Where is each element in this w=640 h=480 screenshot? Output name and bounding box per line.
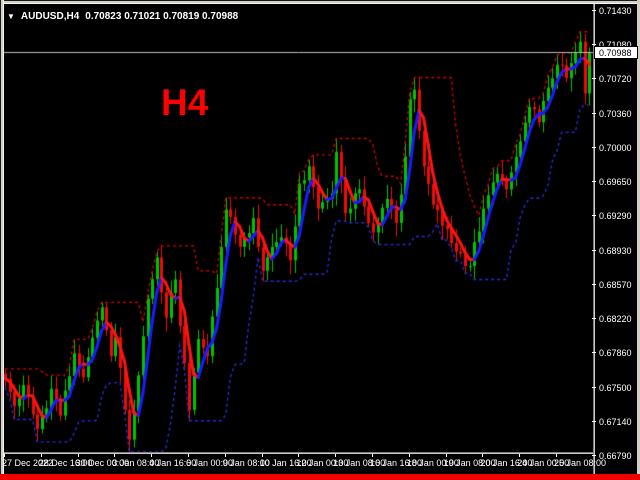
price-axis-label: 0.69650 — [592, 177, 637, 187]
price-axis-label: 0.68930 — [592, 246, 637, 256]
time-axis-label: 3 Jan 08:00 — [112, 454, 159, 468]
time-axis-label: 19 Jan 08:00 — [444, 454, 496, 468]
price-axis-label: 0.67140 — [592, 417, 637, 427]
price-axis-label: 0.66790 — [592, 451, 637, 461]
price-axis-label: 0.67860 — [592, 348, 637, 358]
time-axis-label: 28 Dec 16:00 — [39, 454, 92, 468]
price-axis-label: 0.67500 — [592, 383, 637, 393]
time-axis-label: 16 Jan 16:00 — [370, 454, 422, 468]
window-border-right — [637, 0, 640, 474]
symbol-dropdown-icon[interactable]: ▼ — [7, 12, 15, 21]
chart-title: ▼ AUDUSD,H4 0.70823 0.71021 0.70819 0.70… — [7, 11, 238, 22]
time-axis-label: 12 Jan 00:00 — [296, 454, 348, 468]
time-axis-label: 13 Jan 08:00 — [333, 454, 385, 468]
time-axis-label: 18 Jan 00:00 — [407, 454, 459, 468]
timeframe-overlay-label: H4 — [161, 82, 209, 123]
price-axis[interactable]: 0.71430 0.71080 0.70720 0.70360 0.70000 0.696… — [592, 4, 637, 461]
axis-divider-horizontal — [1, 452, 593, 454]
time-axis[interactable]: 27 Dec 2022 28 Dec 16:00 30 Dec 00:00 3 Jan… — [0, 454, 606, 473]
time-axis-label: 9 Jan 08:00 — [223, 454, 270, 468]
symbol-period-label: AUDUSD,H4 — [20, 11, 80, 22]
time-axis-label: 27 Dec 2022 — [2, 454, 53, 468]
time-axis-label: 10 Jan 16:00 — [260, 454, 312, 468]
bottom-red-strip — [0, 474, 640, 480]
axis-divider-vertical — [593, 4, 595, 474]
price-axis-label: 0.69290 — [592, 211, 637, 221]
time-axis-label: 20 Jan 16:00 — [480, 454, 532, 468]
time-axis-label: 30 Dec 00:00 — [76, 454, 129, 468]
price-axis-label: 0.70720 — [592, 74, 637, 84]
price-axis-label: 0.68570 — [592, 280, 637, 290]
price-axis-label: 0.68220 — [592, 314, 637, 324]
price-axis-label: 0.71430 — [592, 6, 637, 16]
window-border-top — [0, 0, 640, 4]
time-axis-label: 24 Jan 00:00 — [517, 454, 569, 468]
ohlc-values: 0.70823 0.71021 0.70819 0.70988 — [85, 11, 239, 22]
time-axis-label: 6 Jan 00:00 — [186, 454, 233, 468]
price-axis-label: 0.71080 — [592, 40, 637, 50]
time-axis-label: 25 Jan 08:00 — [554, 454, 606, 468]
price-axis-label: 0.70000 — [592, 143, 637, 153]
price-axis-label: 0.70360 — [592, 109, 637, 119]
window-border-left — [0, 0, 4, 474]
time-axis-label: 4 Jan 16:00 — [149, 454, 196, 468]
current-price-tag: 0.70988 — [594, 45, 638, 59]
